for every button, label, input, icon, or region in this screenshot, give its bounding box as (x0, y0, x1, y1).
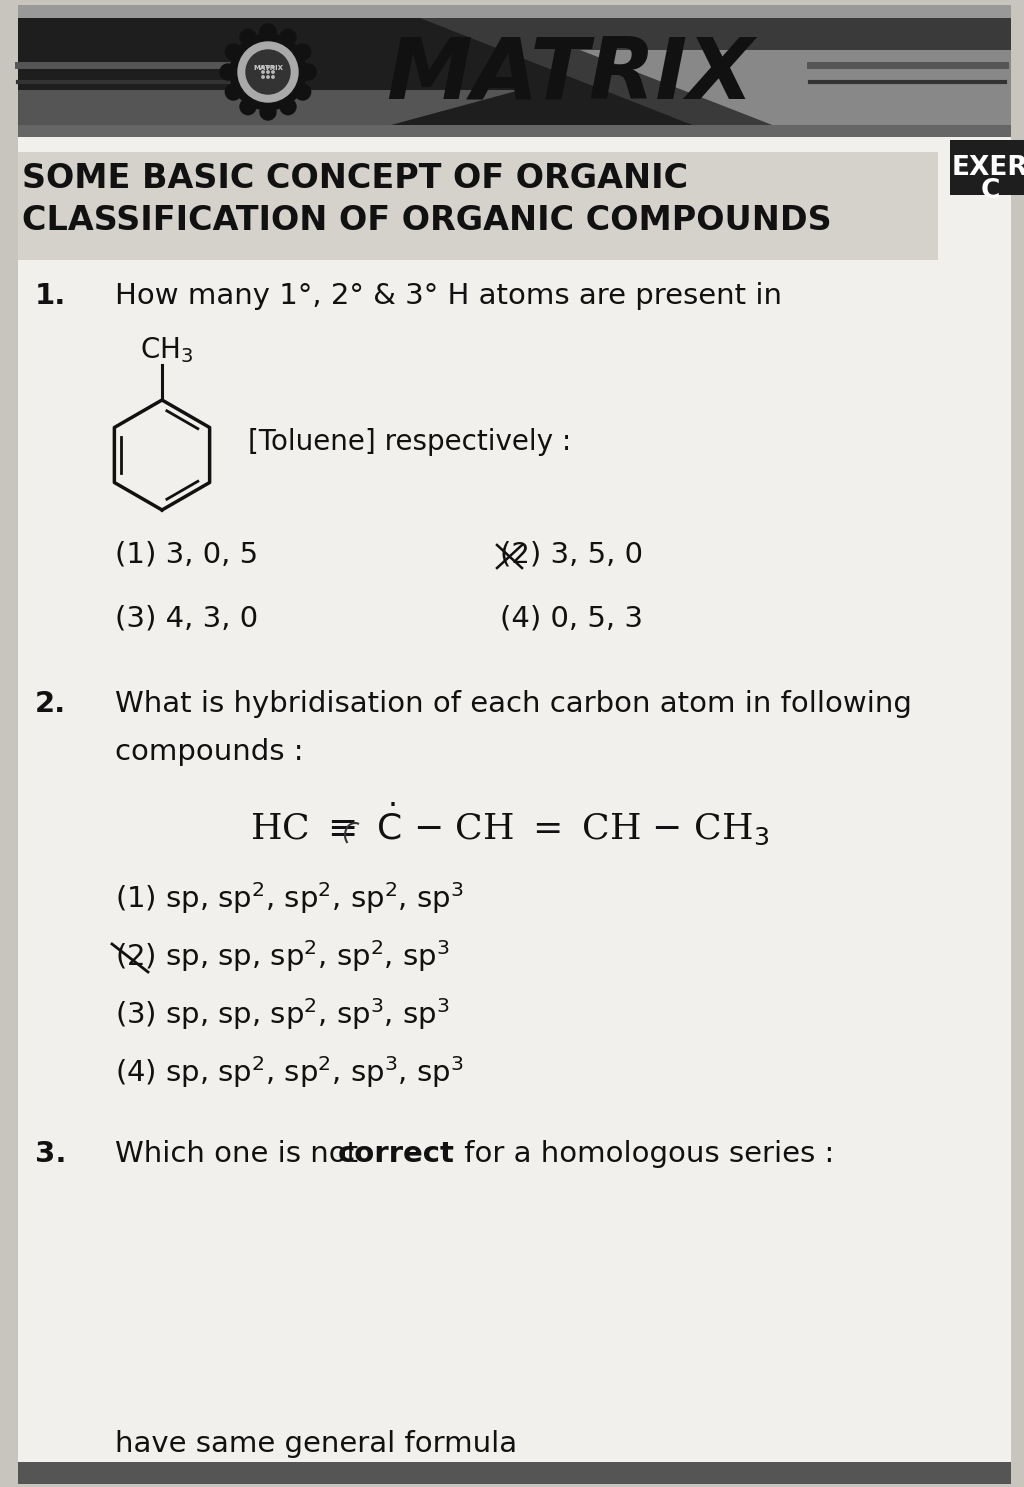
Circle shape (271, 76, 274, 79)
Bar (18, 1462, 1011, 1484)
Polygon shape (18, 91, 520, 128)
Bar (18, 4, 1011, 19)
Text: (4) sp, sp$^2$, sp$^2$, sp$^3$, sp$^3$: (4) sp, sp$^2$, sp$^2$, sp$^3$, sp$^3$ (115, 1054, 464, 1090)
Circle shape (238, 42, 298, 103)
Text: (2) 3, 5, 0: (2) 3, 5, 0 (500, 540, 643, 568)
Bar (18, 18, 1011, 128)
Circle shape (262, 76, 264, 79)
Circle shape (220, 64, 236, 80)
Text: How many 1°, 2° & 3° H atoms are present in: How many 1°, 2° & 3° H atoms are present… (115, 283, 782, 309)
Text: (1) 3, 0, 5: (1) 3, 0, 5 (115, 540, 258, 568)
Text: What is hybridisation of each carbon atom in following: What is hybridisation of each carbon ato… (115, 690, 912, 718)
Text: MATRIX: MATRIX (253, 65, 283, 71)
Text: EXER: EXER (951, 155, 1024, 181)
Bar (18, 152, 938, 260)
Text: 2.: 2. (35, 690, 67, 718)
Circle shape (280, 98, 296, 114)
Text: (1) sp, sp$^2$, sp$^2$, sp$^2$, sp$^3$: (1) sp, sp$^2$, sp$^2$, sp$^2$, sp$^3$ (115, 880, 464, 916)
Circle shape (267, 76, 269, 79)
Text: [Toluene] respectively :: [Toluene] respectively : (248, 428, 571, 457)
Text: (2) sp, sp, sp$^2$, sp$^2$, sp$^3$: (2) sp, sp, sp$^2$, sp$^2$, sp$^3$ (115, 938, 450, 974)
Circle shape (246, 51, 290, 94)
Circle shape (230, 34, 306, 110)
Text: have same general formula: have same general formula (115, 1430, 517, 1457)
Text: correct: correct (338, 1141, 455, 1167)
Text: Which one is not: Which one is not (115, 1141, 368, 1167)
Circle shape (225, 45, 242, 59)
Text: CH$_3$: CH$_3$ (140, 335, 194, 364)
Bar (950, 140, 1024, 195)
Circle shape (262, 71, 264, 73)
Text: (3) 4, 3, 0: (3) 4, 3, 0 (115, 605, 258, 633)
Polygon shape (420, 18, 1011, 128)
Circle shape (262, 65, 264, 68)
Text: 3.: 3. (35, 1141, 67, 1167)
Circle shape (295, 83, 310, 100)
Text: (4) 0, 5, 3: (4) 0, 5, 3 (500, 605, 643, 633)
Text: 1.: 1. (35, 283, 67, 309)
Circle shape (300, 64, 316, 80)
Circle shape (267, 71, 269, 73)
Text: for a homologous series :: for a homologous series : (455, 1141, 835, 1167)
Text: compounds :: compounds : (115, 738, 303, 766)
Text: C: C (980, 178, 999, 204)
Text: CLASSIFICATION OF ORGANIC COMPOUNDS: CLASSIFICATION OF ORGANIC COMPOUNDS (22, 204, 831, 236)
Circle shape (240, 98, 256, 114)
Polygon shape (580, 51, 1011, 128)
Circle shape (225, 83, 242, 100)
Text: MATRIX: MATRIX (386, 34, 754, 116)
Circle shape (260, 24, 276, 40)
Circle shape (240, 30, 256, 46)
Circle shape (280, 30, 296, 46)
Text: SOME BASIC CONCEPT OF ORGANIC: SOME BASIC CONCEPT OF ORGANIC (22, 162, 688, 195)
Circle shape (295, 45, 310, 59)
Circle shape (267, 65, 269, 68)
Text: HC $\equiv$ $\dot{\rm C}$ $-$ CH $=$ CH $-$ CH$_3$: HC $\equiv$ $\dot{\rm C}$ $-$ CH $=$ CH … (250, 800, 769, 846)
Bar (18, 125, 1011, 137)
Circle shape (271, 71, 274, 73)
Text: (3) sp, sp, sp$^2$, sp$^3$, sp$^3$: (3) sp, sp, sp$^2$, sp$^3$, sp$^3$ (115, 996, 450, 1032)
Circle shape (260, 104, 276, 120)
Circle shape (271, 65, 274, 68)
